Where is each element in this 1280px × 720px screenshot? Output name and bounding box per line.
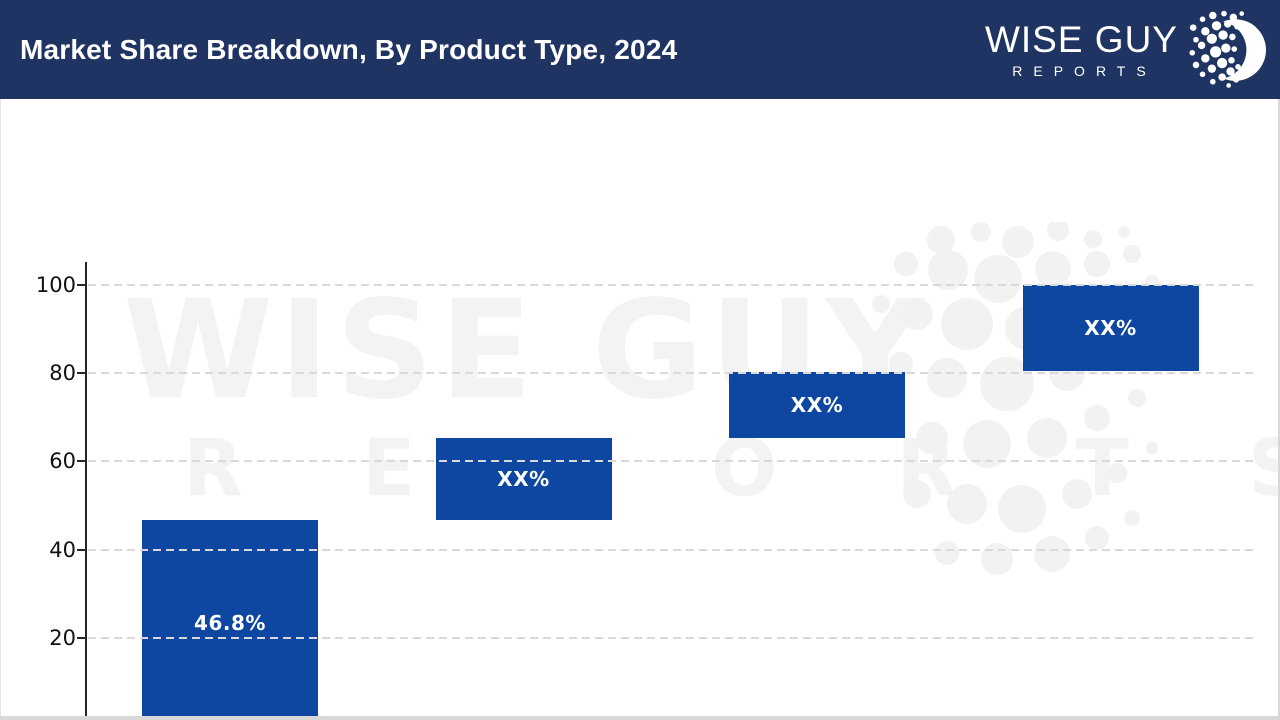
y-tick-label-60: 60 <box>49 449 76 474</box>
header-band: Market Share Breakdown, By Product Type,… <box>0 0 1280 99</box>
page-title: Market Share Breakdown, By Product Type,… <box>20 33 678 65</box>
page-left-edge <box>0 99 1 720</box>
watermark-subtitle: R E P O R T S <box>183 424 1280 514</box>
logo-wordmark: WISE GUY <box>984 19 1178 60</box>
bar-value-label-semiconductors: 46.8% <box>194 610 266 635</box>
y-axis-line <box>85 262 87 720</box>
y-tick-mark-40 <box>77 548 86 551</box>
gridline-60 <box>88 460 1253 463</box>
wise-guy-logo: WISE GUY REPORTS <box>985 6 1266 94</box>
logo-head-icon <box>1188 10 1266 88</box>
gridline-100 <box>88 284 1253 286</box>
bar-value-label-optoelectronics: XX% <box>1084 315 1137 340</box>
y-tick-mark-20 <box>77 636 86 639</box>
bar-electromechanical-components: XX% <box>729 371 905 439</box>
y-tick-label-80: 80 <box>49 361 76 386</box>
bar-optoelectronics: XX% <box>1022 285 1199 371</box>
y-tick-label-100: 100 <box>35 273 76 297</box>
gridline-40 <box>88 548 1253 551</box>
logo-subtitle: REPORTS <box>1012 63 1157 79</box>
bar-value-label-electromechanical-components: XX% <box>790 392 844 417</box>
y-tick-label-20: 20 <box>49 625 76 650</box>
gridline-80 <box>88 372 1253 375</box>
bar-passive-components: XX% <box>435 438 612 520</box>
y-tick-mark-100 <box>77 284 86 286</box>
bar-semiconductors: 46.8% <box>142 519 318 720</box>
page-bottom-edge <box>0 716 1280 720</box>
y-tick-mark-80 <box>77 372 86 375</box>
gridline-20 <box>88 636 1253 639</box>
logo-text: WISE GUY REPORTS <box>985 21 1178 78</box>
y-tick-label-40: 40 <box>49 537 76 562</box>
waterfall-chart: 46.8%XX%XX%XX% 020406080100 Semiconducto… <box>0 99 1280 720</box>
y-tick-mark-60 <box>77 460 86 463</box>
bar-value-label-passive-components: XX% <box>497 466 550 491</box>
page-right-edge <box>1278 99 1280 720</box>
